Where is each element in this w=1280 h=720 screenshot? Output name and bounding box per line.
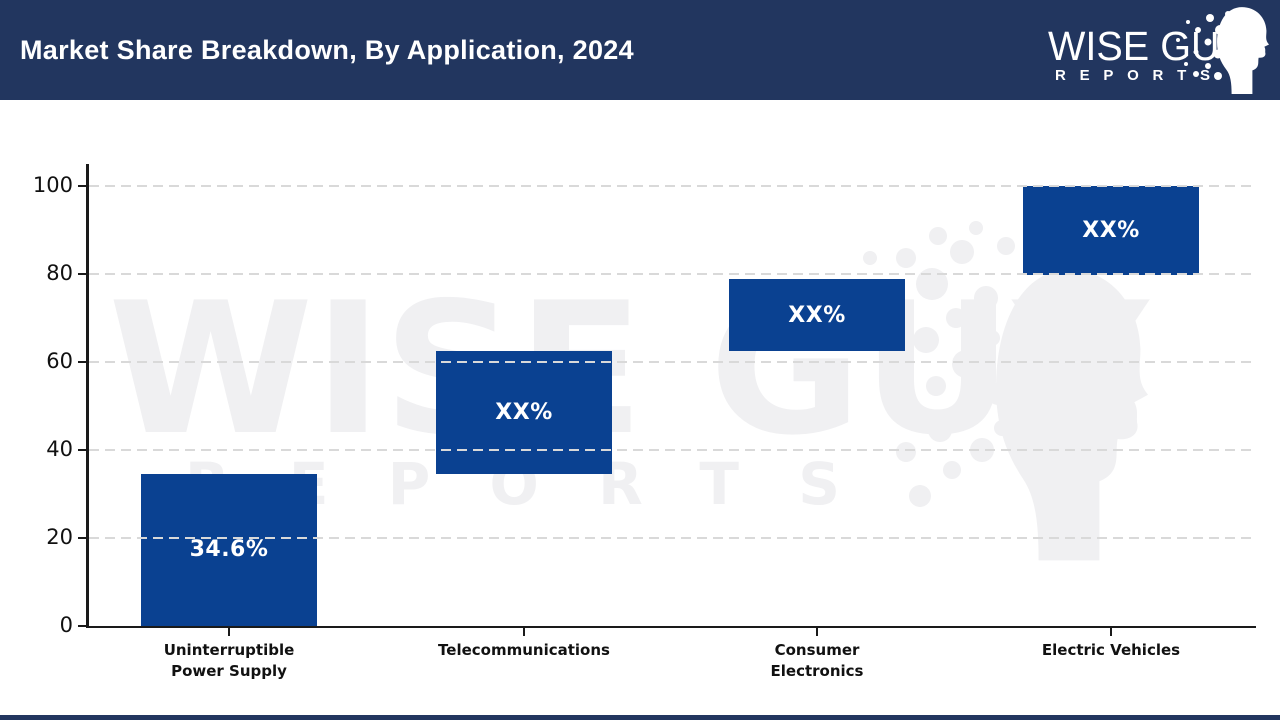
y-axis-tick: [78, 273, 87, 275]
page-title: Market Share Breakdown, By Application, …: [20, 34, 634, 65]
logo: WISE GUY REPORTS: [1048, 7, 1270, 95]
logo-head-icon: [1176, 7, 1270, 95]
bar-electric-vehicles: XX%: [1023, 186, 1199, 275]
y-axis-line: [86, 164, 89, 628]
x-axis-category-label: Telecommunications: [377, 640, 671, 661]
logo-text-top: WISE GUY: [1048, 23, 1246, 69]
x-axis-category-label-line: Power Supply: [171, 662, 287, 680]
bar-value-label: XX%: [1082, 217, 1140, 243]
x-axis-category-label-line: Consumer: [774, 641, 860, 659]
x-axis-category-label-line: Electric Vehicles: [1041, 641, 1181, 659]
x-axis-category-label-line: Electronics: [770, 662, 864, 680]
gridline: [89, 273, 1256, 275]
x-axis-category-label-line: Telecommunications: [438, 641, 610, 659]
x-axis-category-label: Uninterruptible Power Supply: [82, 640, 376, 682]
x-axis-tick: [523, 627, 525, 636]
x-axis-tick: [228, 627, 230, 636]
gridline: [89, 185, 1256, 187]
logo-text-bottom: REPORTS: [1055, 67, 1210, 84]
bar-telecommunications: XX%: [436, 351, 612, 474]
y-axis-tick: [78, 185, 87, 187]
bar-uninterruptible-power-supply: 34.6%: [141, 473, 317, 626]
bar-value-label: 34.6%: [189, 537, 269, 563]
y-axis-tick: [78, 361, 87, 363]
footer-bar: [0, 715, 1280, 720]
bar-consumer-electronics: XX%: [729, 278, 905, 352]
y-axis-tick-label: 40: [46, 437, 73, 461]
y-axis-tick: [78, 537, 87, 539]
x-axis-category-label: Electric Vehicles: [964, 640, 1258, 661]
gridline: [89, 361, 1256, 363]
y-axis-tick-label: 20: [46, 525, 73, 549]
bar-value-label: XX%: [788, 302, 846, 328]
x-axis-tick: [816, 627, 818, 636]
y-axis-tick-label: 80: [46, 261, 73, 285]
x-axis-category-label-line: Uninterruptible: [163, 641, 295, 659]
bar-value-label: XX%: [495, 400, 553, 426]
header-bar: Market Share Breakdown, By Application, …: [0, 0, 1280, 100]
y-axis-tick-label: 60: [46, 349, 73, 373]
x-axis-tick: [1110, 627, 1112, 636]
x-axis-line: [86, 625, 1256, 628]
gridline: [89, 537, 1256, 539]
x-axis-category-label: Consumer Electronics: [670, 640, 964, 682]
y-axis-tick-label: 0: [59, 613, 73, 637]
y-axis-tick: [78, 625, 87, 627]
y-axis-tick: [78, 449, 87, 451]
y-axis-tick-label: 100: [32, 173, 73, 197]
gridline: [89, 449, 1256, 451]
